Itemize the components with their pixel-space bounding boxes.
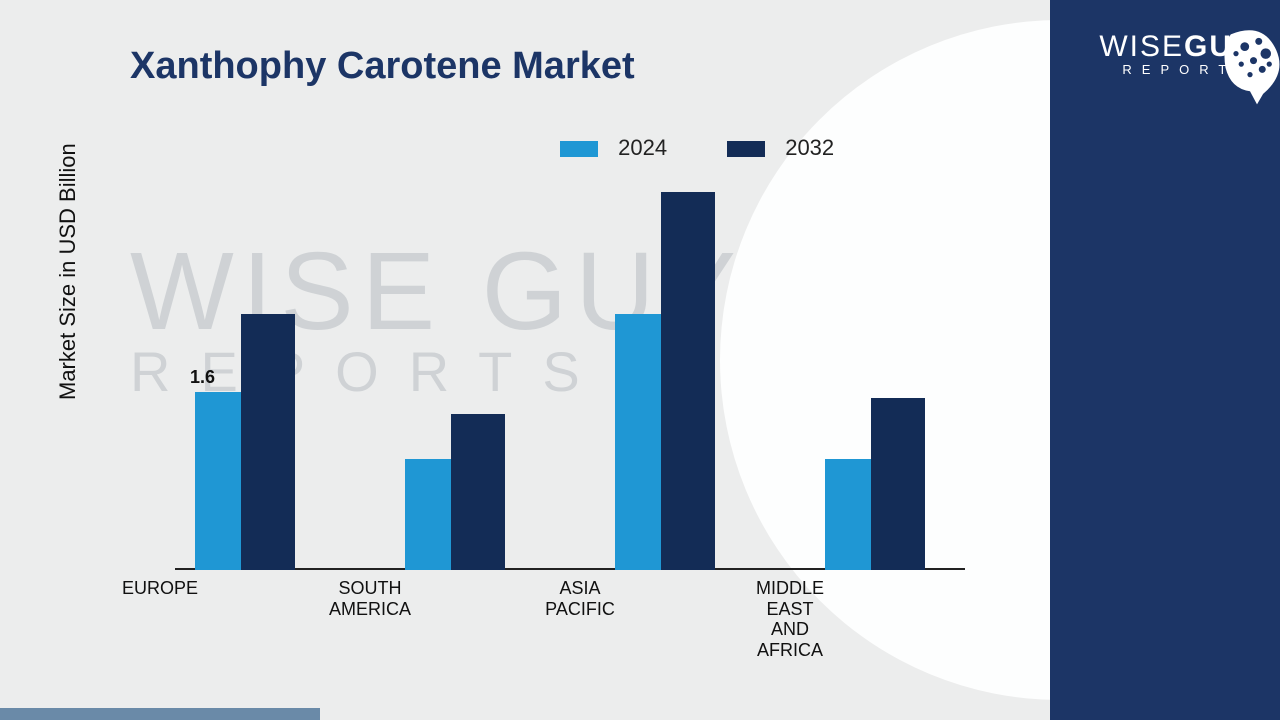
chart-area: 1.6 EUROPESOUTHAMERICAASIAPACIFICMIDDLEE… bbox=[95, 170, 965, 600]
legend-label-2032: 2032 bbox=[785, 135, 834, 160]
x-axis-tick-label: ASIAPACIFIC bbox=[495, 578, 665, 619]
legend-swatch-2024 bbox=[560, 141, 598, 157]
chart-title: Xanthophy Carotene Market bbox=[130, 45, 635, 88]
legend-item-2032: 2032 bbox=[727, 135, 834, 161]
bar bbox=[871, 398, 925, 570]
plot-area: 1.6 bbox=[175, 170, 965, 570]
legend: 2024 2032 bbox=[560, 135, 834, 161]
chart-canvas: WISE GUY REPORTS Xanthophy Carotene Mark… bbox=[0, 0, 1280, 720]
x-axis-tick-label: SOUTHAMERICA bbox=[285, 578, 455, 619]
bar bbox=[241, 314, 295, 570]
footer-accent-bar bbox=[0, 708, 320, 720]
brand-head-icon bbox=[1215, 25, 1280, 105]
brand-main-plain: WISE bbox=[1099, 30, 1184, 63]
x-axis-tick-label: EUROPE bbox=[75, 578, 245, 599]
bar bbox=[661, 192, 715, 570]
legend-label-2024: 2024 bbox=[618, 135, 667, 160]
x-axis-tick-label: MIDDLEEASTANDAFRICA bbox=[705, 578, 875, 661]
legend-item-2024: 2024 bbox=[560, 135, 667, 161]
y-axis-label: Market Size in USD Billion bbox=[55, 143, 81, 400]
sidebar-panel bbox=[1050, 0, 1280, 720]
bar bbox=[451, 414, 505, 570]
legend-swatch-2032 bbox=[727, 141, 765, 157]
bar-value-label: 1.6 bbox=[190, 367, 215, 388]
